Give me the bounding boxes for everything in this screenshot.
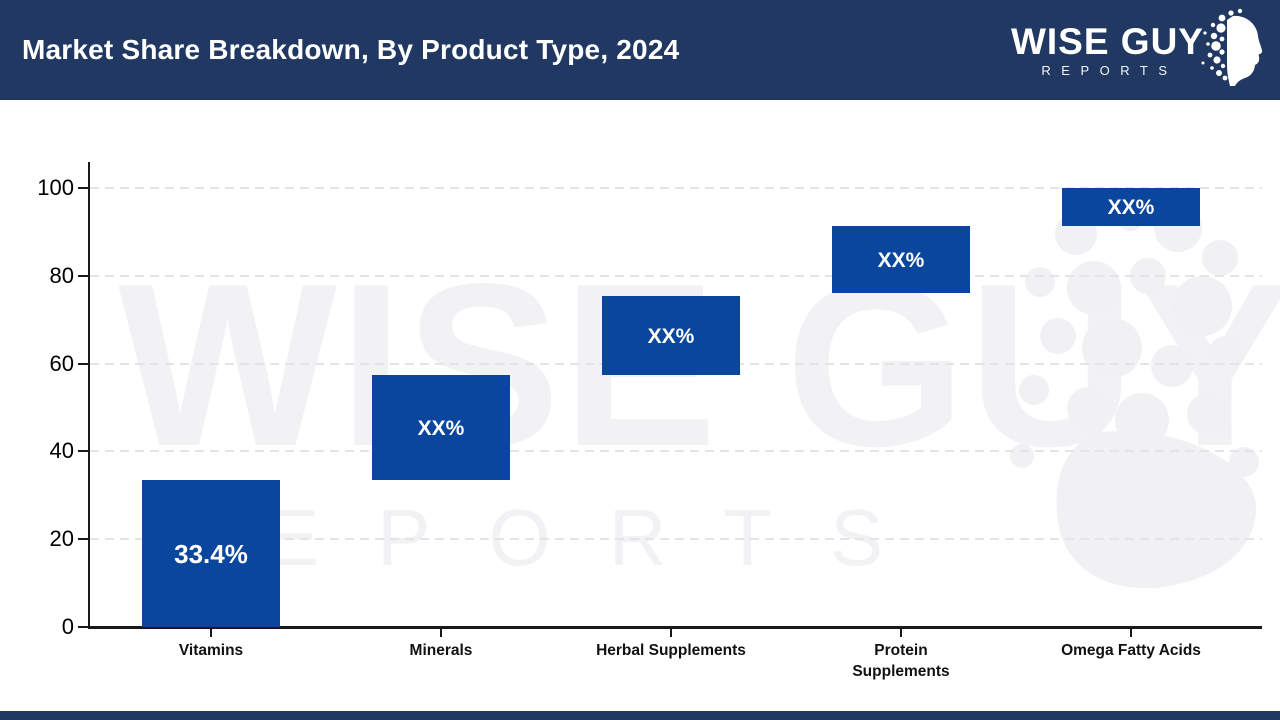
gridline-80 bbox=[90, 274, 1262, 277]
x-category-label: Herbal Supplements bbox=[596, 642, 746, 659]
x-category-label: Vitamins bbox=[178, 642, 244, 659]
bar-herbal-supplements bbox=[602, 296, 740, 375]
bar-value-label: XX% bbox=[417, 416, 465, 440]
x-axis-tick bbox=[900, 629, 902, 637]
x-category-label: Protein Supplements bbox=[852, 642, 950, 680]
y-tick-label: 80 bbox=[49, 262, 74, 288]
gridline-100 bbox=[90, 187, 1262, 189]
header-bar: Market Share Breakdown, By Product Type,… bbox=[0, 0, 1280, 100]
y-axis-line bbox=[88, 162, 90, 628]
y-tick-label: 0 bbox=[61, 614, 74, 639]
y-tick-label: 20 bbox=[49, 526, 74, 552]
y-axis-tick bbox=[78, 626, 88, 628]
logo-text: WISE GUY REPORTS bbox=[1011, 23, 1204, 78]
bar-value-label: XX% bbox=[877, 248, 925, 272]
bar-value-label: XX% bbox=[1107, 196, 1155, 220]
bar-omega-fatty-acids bbox=[1062, 188, 1200, 227]
dotted-head-profile-watermark bbox=[1010, 201, 1259, 589]
wise-guy-reports-logo: WISE GUY REPORTS bbox=[1011, 8, 1264, 92]
logo-subtitle: REPORTS bbox=[1041, 62, 1178, 78]
x-axis-tick bbox=[440, 629, 442, 637]
x-axis-line bbox=[88, 626, 1262, 629]
y-axis-tick bbox=[78, 538, 88, 541]
y-tick-label: 60 bbox=[49, 350, 74, 376]
y-axis-tick bbox=[78, 450, 88, 453]
y-tick-label: 100 bbox=[37, 175, 74, 200]
footer-bar bbox=[0, 711, 1280, 720]
y-axis-tick bbox=[78, 274, 88, 277]
y-axis-tick bbox=[78, 187, 88, 189]
bar-protein-supplements bbox=[832, 225, 970, 294]
x-category-label: Minerals bbox=[409, 642, 473, 659]
logo-wordmark: WISE GUY bbox=[1010, 20, 1204, 62]
y-tick-label: 40 bbox=[49, 438, 74, 464]
x-axis-tick bbox=[210, 629, 212, 637]
gridline-20 bbox=[90, 538, 1262, 541]
bar-minerals bbox=[372, 375, 510, 481]
x-axis-tick bbox=[670, 629, 672, 637]
gridline-40 bbox=[90, 450, 1262, 453]
bar-vitamins bbox=[142, 480, 280, 627]
x-axis-tick bbox=[1130, 629, 1132, 637]
x-category-label: Omega Fatty Acids bbox=[1061, 642, 1201, 659]
bar-value-label: 33.4% bbox=[174, 538, 248, 569]
y-axis-tick bbox=[78, 362, 88, 365]
page-title: Market Share Breakdown, By Product Type,… bbox=[22, 34, 680, 65]
bar-value-label: XX% bbox=[647, 324, 695, 348]
dotted-head-profile-icon bbox=[1201, 8, 1263, 87]
